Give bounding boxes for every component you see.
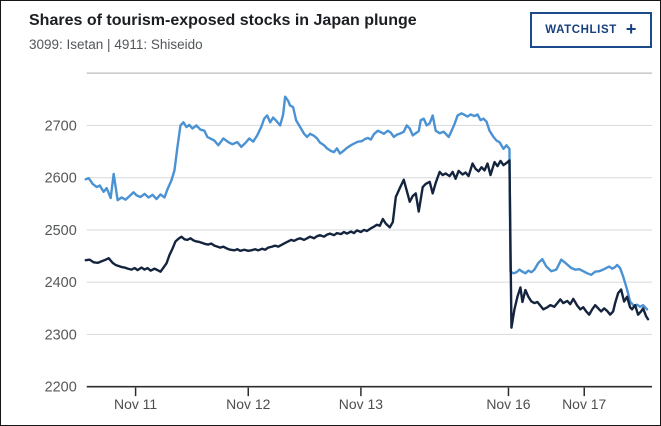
chart-header-text: Shares of tourism-exposed stocks in Japa… [29,12,417,52]
watchlist-button-label: WATCHLIST [545,24,617,36]
svg-text:2200: 2200 [45,380,77,396]
svg-text:Nov 16: Nov 16 [486,396,530,412]
svg-text:2700: 2700 [45,118,77,134]
chart-header: Shares of tourism-exposed stocks in Japa… [1,1,660,52]
ticker-subtitle: 3099: Isetan | 4911: Shiseido [29,37,203,53]
svg-text:Nov 13: Nov 13 [339,396,383,412]
svg-text:2300: 2300 [45,327,77,343]
svg-text:2400: 2400 [45,275,77,291]
svg-text:Nov 11: Nov 11 [114,396,157,412]
svg-text:2500: 2500 [45,223,77,239]
svg-text:2600: 2600 [45,171,77,187]
svg-text:Nov 17: Nov 17 [562,396,606,412]
page-title: Shares of tourism-exposed stocks in Japa… [29,12,417,29]
svg-text:Nov 12: Nov 12 [226,396,270,412]
watchlist-button[interactable]: WATCHLIST + [530,12,652,48]
plus-icon: + [625,19,637,39]
